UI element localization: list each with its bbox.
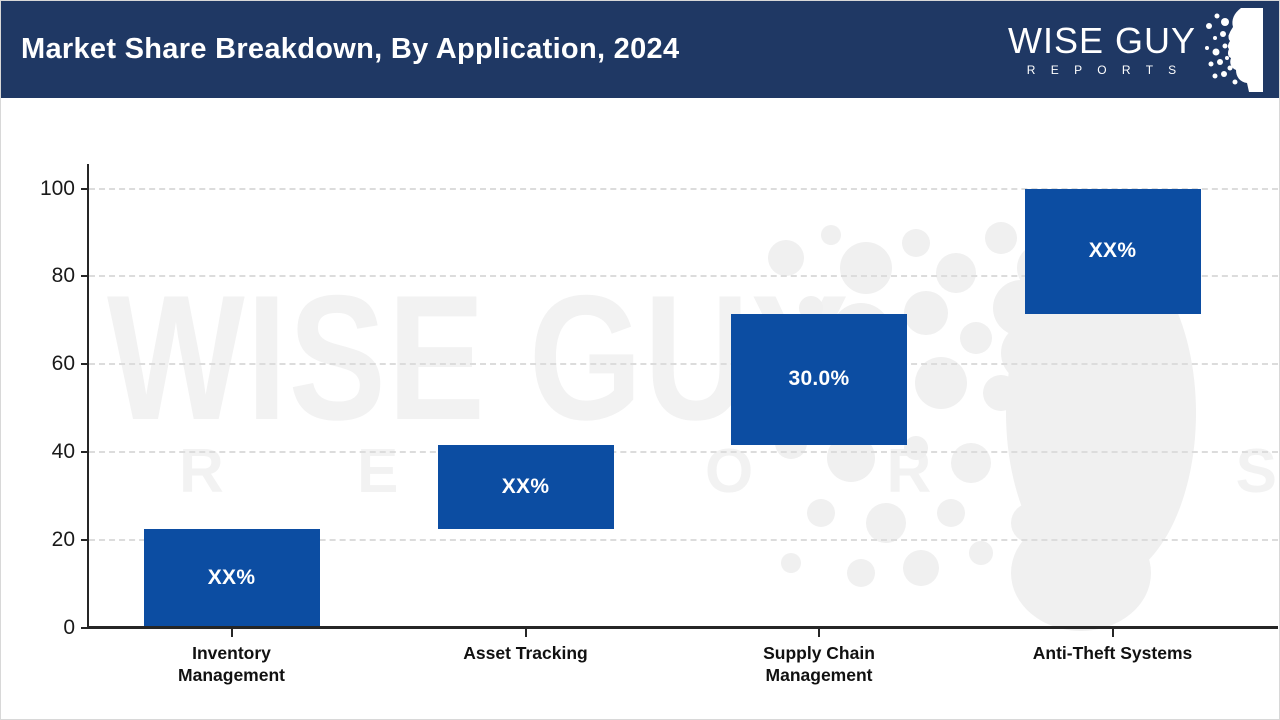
header-bar: Market Share Breakdown, By Application, … [1, 1, 1279, 98]
bar-value-label: XX% [501, 474, 550, 498]
y-tick-mark [81, 538, 89, 541]
x-tick-mark [1111, 629, 1114, 637]
watermark-wordmark: WISE GUY [107, 258, 850, 457]
x-axis-line [87, 626, 1278, 629]
bar-segment-3: XX% [1024, 188, 1201, 314]
y-tick-mark [81, 450, 89, 453]
x-category-label: Asset Tracking [463, 643, 588, 663]
y-tick-label: 80 [51, 264, 75, 288]
logo-text: WISE GUY R E P O R T S [1007, 19, 1196, 77]
chart-title: Market Share Breakdown, By Application, … [21, 33, 680, 65]
x-tick-mark [818, 629, 820, 637]
x-category-label: Anti-Theft Systems [1032, 643, 1193, 663]
y-tick-label: 0 [63, 615, 75, 639]
bar-segment-2: 30.0% [731, 313, 907, 446]
gridline-60 [89, 363, 1278, 366]
x-tick-mark [524, 629, 527, 637]
bar-value-label: XX% [1088, 239, 1137, 263]
logo-subtext: R E P O R T S [1026, 62, 1183, 77]
y-axis-line [87, 164, 89, 629]
bar-segment-1: XX% [437, 445, 614, 529]
y-tick-mark [81, 363, 89, 366]
y-tick-label: 60 [51, 352, 75, 376]
y-tick-label: 100 [39, 176, 75, 200]
gridline-20 [89, 538, 1278, 541]
x-category-label: Inventory Management [178, 643, 285, 685]
logo-wordmark: WISE GUY [1007, 19, 1196, 61]
logo-face-icon [1205, 7, 1263, 92]
wise-guy-logo: WISE GUY R E P O R T S [1007, 7, 1263, 92]
x-tick-mark [230, 629, 233, 637]
y-tick-mark [81, 626, 89, 629]
bar-value-label: 30.0% [788, 367, 850, 391]
y-tick-label: 20 [51, 527, 75, 551]
gridline-80 [89, 275, 1278, 278]
x-category-label: Supply Chain Management [763, 643, 875, 685]
y-tick-mark [81, 275, 89, 278]
bar-value-label: XX% [207, 566, 256, 590]
bar-segment-0: XX% [143, 528, 320, 628]
y-tick-label: 40 [51, 439, 75, 463]
y-tick-mark [81, 187, 89, 190]
gridline-100 [89, 187, 1278, 190]
gridline-40 [89, 450, 1278, 453]
